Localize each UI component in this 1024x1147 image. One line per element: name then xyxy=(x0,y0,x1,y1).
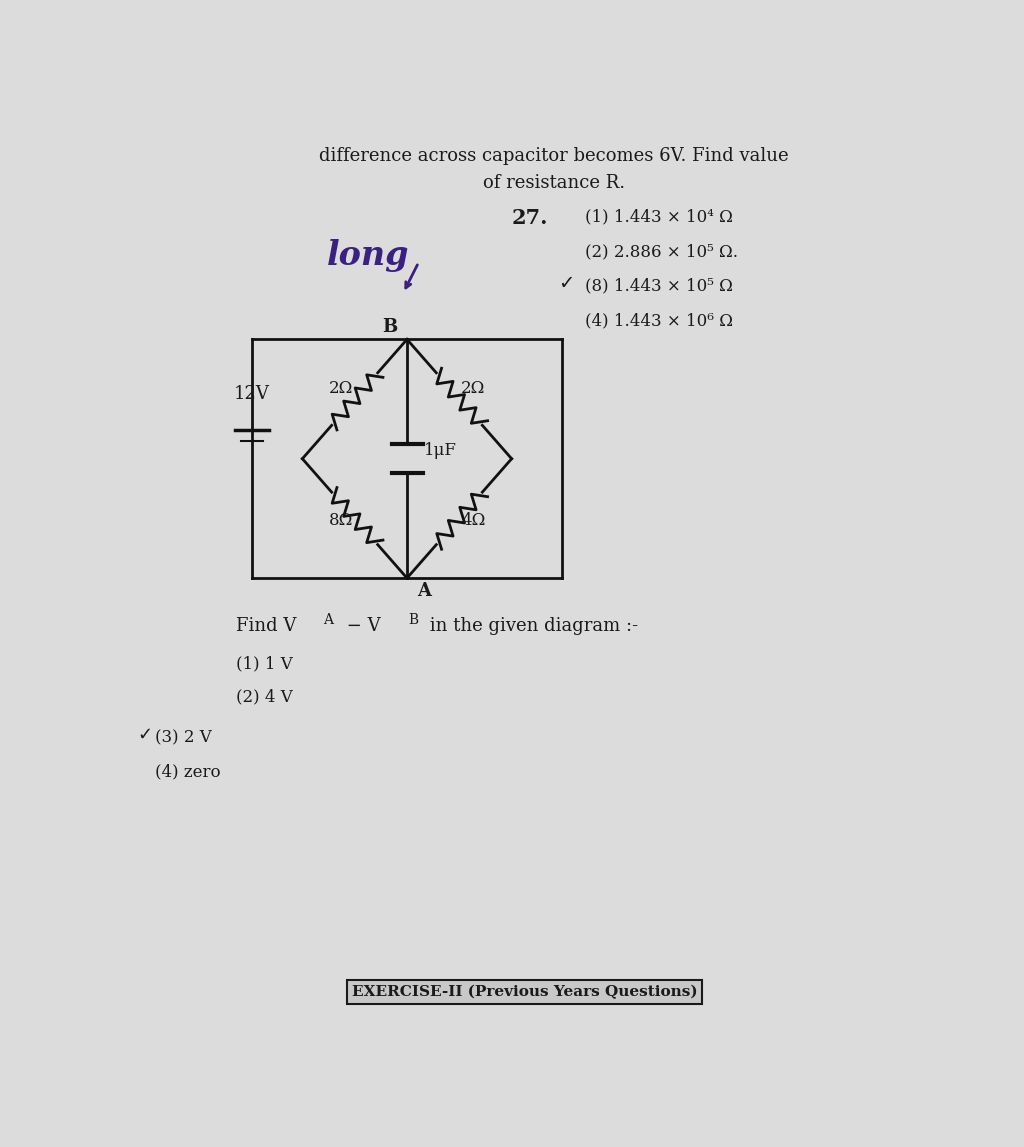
Text: 8Ω: 8Ω xyxy=(329,512,353,529)
Text: B: B xyxy=(409,614,419,627)
Text: ✓: ✓ xyxy=(137,726,153,744)
Text: − V: − V xyxy=(341,617,381,634)
Text: (4) zero: (4) zero xyxy=(155,763,221,780)
Text: 27.: 27. xyxy=(512,209,548,228)
Text: A: A xyxy=(324,614,333,627)
Text: EXERCISE-II (Previous Years Questions): EXERCISE-II (Previous Years Questions) xyxy=(352,985,697,999)
Text: (8) 1.443 × 10⁵ Ω: (8) 1.443 × 10⁵ Ω xyxy=(586,278,733,295)
Text: 12V: 12V xyxy=(234,385,270,404)
Text: of resistance R.: of resistance R. xyxy=(483,174,626,192)
Text: (2) 2.886 × 10⁵ Ω.: (2) 2.886 × 10⁵ Ω. xyxy=(586,243,738,260)
Text: (2) 4 V: (2) 4 V xyxy=(237,688,293,705)
Text: (1) 1.443 × 10⁴ Ω: (1) 1.443 × 10⁴ Ω xyxy=(586,209,733,226)
Text: difference across capacitor becomes 6V. Find value: difference across capacitor becomes 6V. … xyxy=(319,147,790,165)
Text: Find V: Find V xyxy=(237,617,297,634)
Text: ✓: ✓ xyxy=(558,274,574,292)
Text: 4Ω: 4Ω xyxy=(461,512,485,529)
Text: B: B xyxy=(382,318,397,336)
Text: (1) 1 V: (1) 1 V xyxy=(237,655,293,672)
Text: 2Ω: 2Ω xyxy=(461,380,485,397)
Text: long: long xyxy=(327,240,410,272)
Text: in the given diagram :-: in the given diagram :- xyxy=(424,617,638,634)
Text: A: A xyxy=(417,582,431,600)
Text: (3) 2 V: (3) 2 V xyxy=(155,729,212,747)
Text: 2Ω: 2Ω xyxy=(329,380,353,397)
Text: (4) 1.443 × 10⁶ Ω: (4) 1.443 × 10⁶ Ω xyxy=(586,312,733,329)
Text: 1μF: 1μF xyxy=(424,442,457,459)
